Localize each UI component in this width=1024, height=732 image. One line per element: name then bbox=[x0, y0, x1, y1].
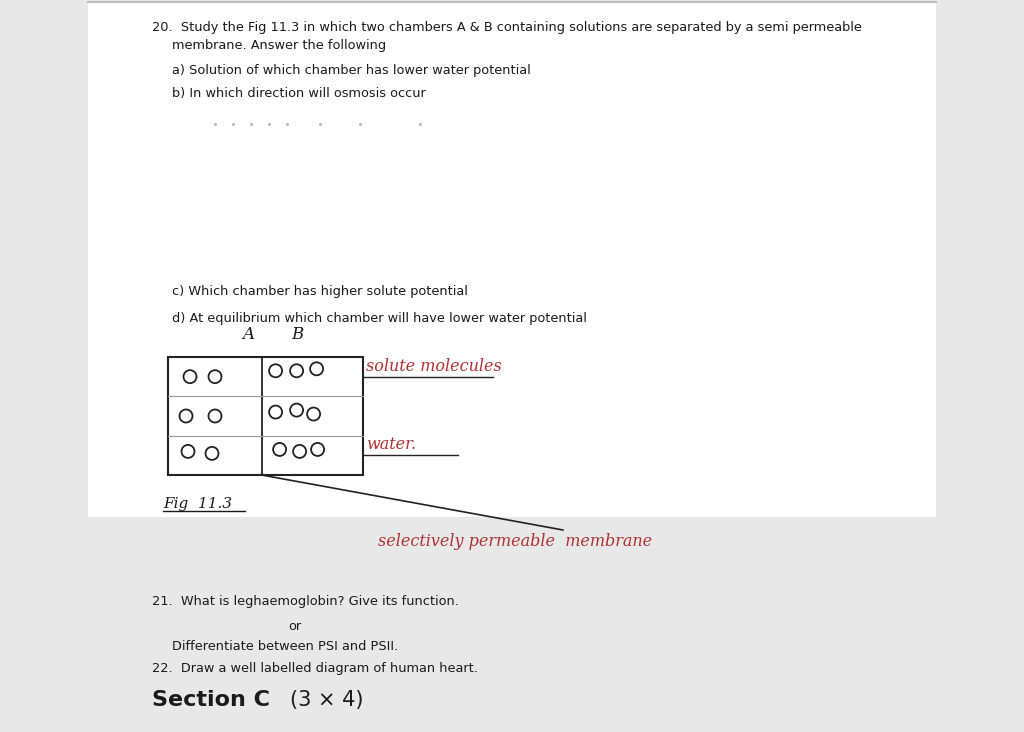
Circle shape bbox=[290, 403, 303, 417]
Circle shape bbox=[293, 445, 306, 458]
Text: 20.  Study the Fig 11.3 in which two chambers A & B containing solutions are sep: 20. Study the Fig 11.3 in which two cham… bbox=[152, 21, 862, 34]
Bar bbox=[168, 357, 362, 475]
FancyBboxPatch shape bbox=[88, 9, 936, 184]
Text: selectively permeable  membrane: selectively permeable membrane bbox=[378, 533, 652, 550]
Text: membrane. Answer the following: membrane. Answer the following bbox=[172, 39, 386, 52]
Text: Fig  11.3: Fig 11.3 bbox=[163, 497, 232, 511]
Text: 22.  Draw a well labelled diagram of human heart.: 22. Draw a well labelled diagram of huma… bbox=[152, 662, 478, 675]
Circle shape bbox=[183, 370, 197, 383]
Text: Section C: Section C bbox=[152, 690, 270, 710]
Text: A: A bbox=[243, 326, 254, 343]
Text: (3 × 4): (3 × 4) bbox=[290, 690, 364, 710]
Circle shape bbox=[311, 443, 325, 456]
Text: or: or bbox=[289, 620, 301, 633]
Circle shape bbox=[307, 408, 321, 420]
Text: b) In which direction will osmosis occur: b) In which direction will osmosis occur bbox=[172, 87, 426, 100]
Circle shape bbox=[269, 406, 282, 419]
Text: B: B bbox=[291, 326, 303, 343]
Circle shape bbox=[273, 443, 286, 456]
Circle shape bbox=[290, 365, 303, 377]
Circle shape bbox=[206, 447, 218, 460]
Text: Differentiate between PSI and PSII.: Differentiate between PSI and PSII. bbox=[172, 640, 398, 653]
Circle shape bbox=[181, 445, 195, 458]
Circle shape bbox=[209, 370, 221, 383]
Circle shape bbox=[179, 409, 193, 422]
Circle shape bbox=[269, 365, 282, 377]
Text: a) Solution of which chamber has lower water potential: a) Solution of which chamber has lower w… bbox=[172, 64, 530, 77]
FancyBboxPatch shape bbox=[88, 2, 936, 517]
Circle shape bbox=[209, 409, 221, 422]
Text: water.: water. bbox=[366, 436, 416, 453]
Text: 21.  What is leghaemoglobin? Give its function.: 21. What is leghaemoglobin? Give its fun… bbox=[152, 595, 459, 608]
Circle shape bbox=[310, 362, 324, 376]
Text: solute molecules: solute molecules bbox=[366, 358, 502, 375]
Text: c) Which chamber has higher solute potential: c) Which chamber has higher solute poten… bbox=[172, 285, 468, 298]
Text: d) At equilibrium which chamber will have lower water potential: d) At equilibrium which chamber will hav… bbox=[172, 312, 587, 325]
